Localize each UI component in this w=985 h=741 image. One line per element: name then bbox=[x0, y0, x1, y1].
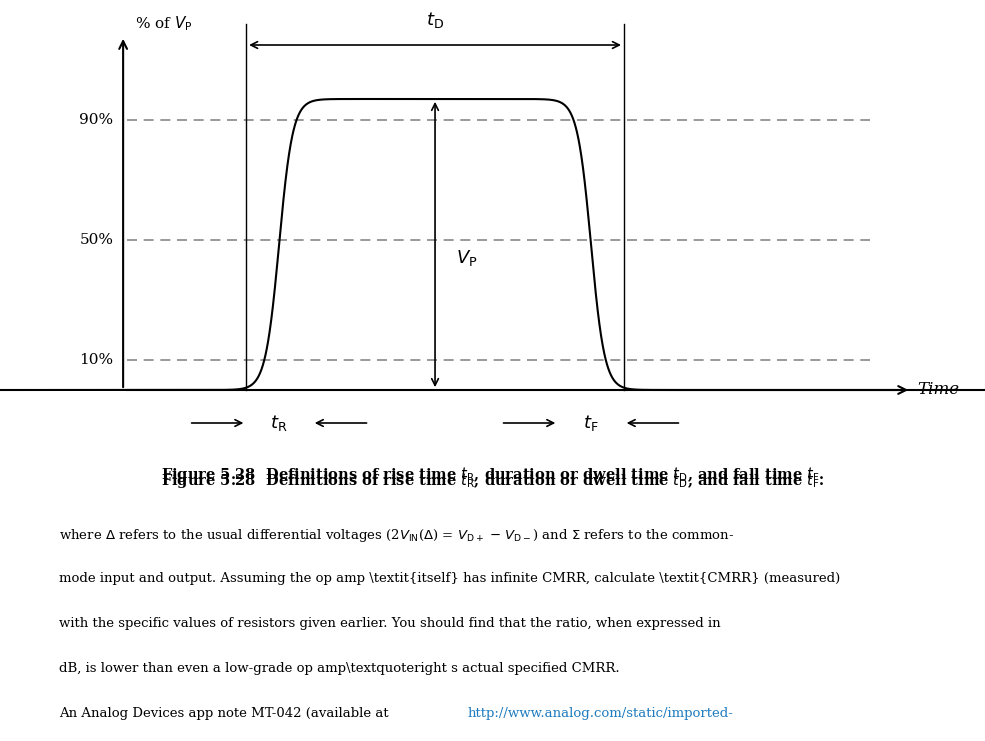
Text: $t_\mathrm{R}$: $t_\mathrm{R}$ bbox=[270, 413, 288, 433]
Text: 10%: 10% bbox=[79, 353, 113, 367]
Text: % of $V_\mathrm{P}$: % of $V_\mathrm{P}$ bbox=[135, 14, 193, 33]
Text: $t_\mathrm{D}$: $t_\mathrm{D}$ bbox=[427, 10, 444, 30]
Text: Figure 5.28  Definitions of rise time $t_\mathrm{R}$, duration or dwell time $t_: Figure 5.28 Definitions of rise time $t_… bbox=[161, 471, 824, 490]
Text: 90%: 90% bbox=[79, 113, 113, 127]
Text: http://www.analog.com/static/imported-: http://www.analog.com/static/imported- bbox=[468, 708, 734, 720]
Text: Time: Time bbox=[918, 382, 959, 399]
Text: 50%: 50% bbox=[79, 233, 113, 247]
Text: $t_\mathrm{F}$: $t_\mathrm{F}$ bbox=[583, 413, 599, 433]
Text: An Analog Devices app note MT-042 (available at: An Analog Devices app note MT-042 (avail… bbox=[59, 708, 393, 720]
Text: dB, is lower than even a low-grade op amp\textquoteright s actual specified CMRR: dB, is lower than even a low-grade op am… bbox=[59, 662, 620, 675]
Text: $V_\mathrm{P}$: $V_\mathrm{P}$ bbox=[455, 248, 477, 268]
Text: where $\Delta$ refers to the usual differential voltages (2$V_{\mathrm{IN}}$($\D: where $\Delta$ refers to the usual diffe… bbox=[59, 527, 735, 544]
Text: with the specific values of resistors given earlier. You should find that the ra: with the specific values of resistors gi… bbox=[59, 617, 721, 630]
Text: Figure 5.28  Definitions of rise time $t_\mathrm{R}$, duration or dwell time $t_: Figure 5.28 Definitions of rise time $t_… bbox=[161, 465, 824, 484]
Text: mode input and output. Assuming the op amp \textit{itself} has infinite CMRR, ca: mode input and output. Assuming the op a… bbox=[59, 572, 840, 585]
